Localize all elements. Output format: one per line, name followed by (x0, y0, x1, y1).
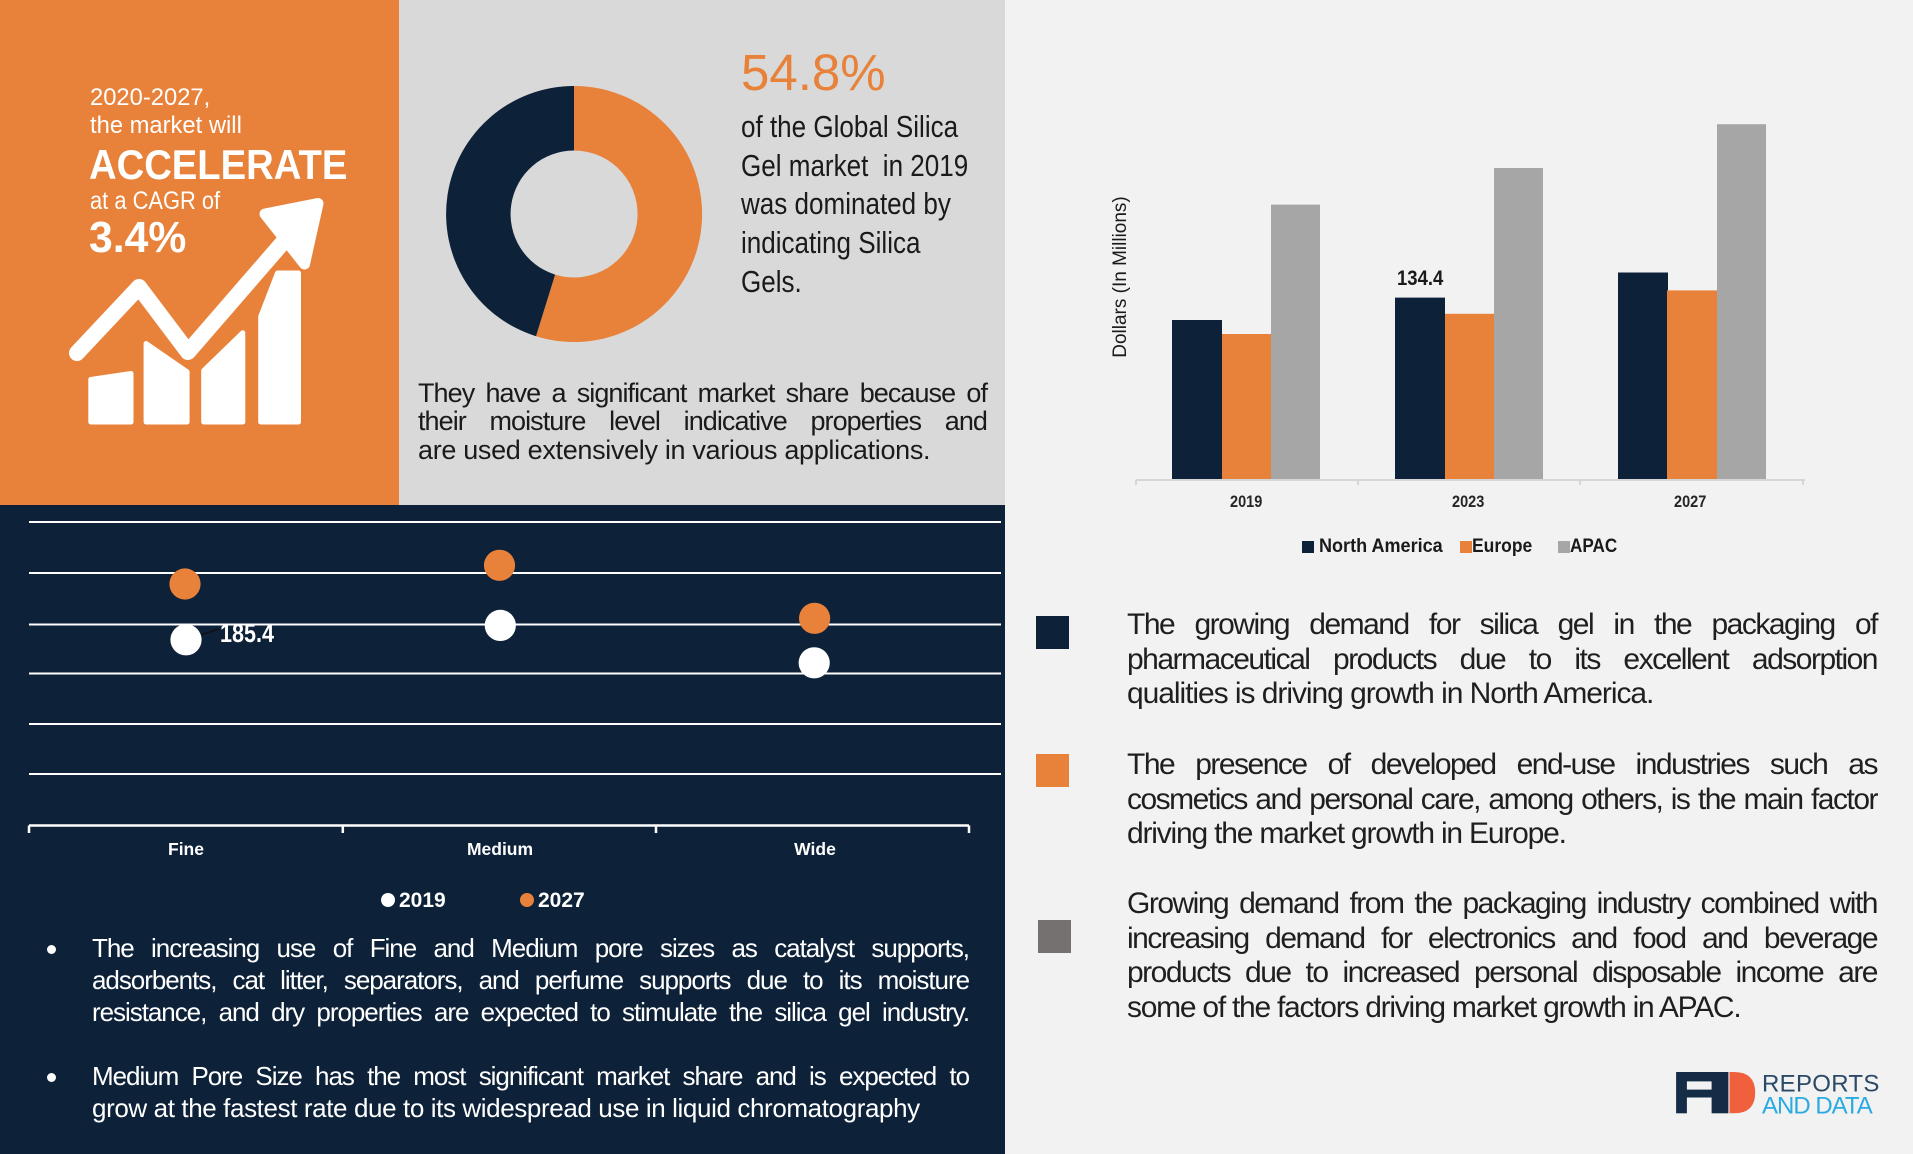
svg-text:REPORTS: REPORTS (1762, 1071, 1880, 1098)
svg-text:AND DATA: AND DATA (1762, 1093, 1873, 1120)
